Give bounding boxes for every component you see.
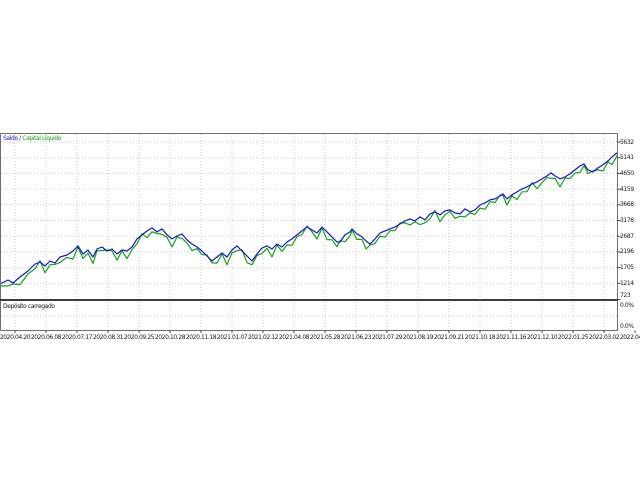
x-tick-label: 2022.03.02 [588,334,620,341]
x-tick-label: 2022.01.25 [557,334,589,341]
series-balance-line [0,152,618,285]
x-tick-label: 2021.02.12 [247,334,279,341]
y-tick-label: 2687 [620,232,634,240]
legend-equity-label: Capital Líquido [22,135,62,142]
y-axis-base-label: 723 [620,292,631,299]
load-scale-top-label: 0.0% [620,302,634,309]
x-tick-label: 2021.01.07 [216,334,248,341]
x-tick-label: 2021.11.16 [495,334,527,341]
y-tick-label: 5632 [620,138,634,146]
x-tick-label: 2022.04.28 [619,334,640,341]
y-tick-label: 1705 [620,264,634,272]
y-tick-label: 5141 [620,154,634,162]
legend-separator: / [19,135,21,142]
x-tick-label: 2021.09.21 [433,334,465,341]
tester-graph: Saldo / Capital Líquido Depósito carrega… [0,133,640,345]
deposit-line [0,299,618,301]
x-tick-label: 2020.10.28 [154,334,186,341]
deposit-load-legend: Depósito carregado [3,303,55,310]
x-tick-label: 2020.11.18 [185,334,217,341]
y-tick-label: 4159 [620,185,634,193]
series-equity-line [0,155,618,287]
x-tick-label: 2021.07.29 [371,334,403,341]
y-tick-label: 2196 [620,248,634,256]
x-tick-label: 2021.04.08 [278,334,310,341]
x-tick-label: 2020.07.17 [61,334,93,341]
equity-chart-plot[interactable] [0,133,640,345]
x-tick-label: 2020.06.08 [30,334,62,341]
chart-legend: Saldo / Capital Líquido [3,135,61,142]
x-tick-label: 2021.05.28 [309,334,341,341]
legend-balance-label: Saldo [3,135,18,142]
x-tick-label: 2021.12.10 [526,334,558,341]
x-tick-label: 2021.08.19 [402,334,434,341]
x-tick-label: 2020.09.25 [123,334,155,341]
y-tick-label: 1214 [620,279,634,287]
x-tick-label: 2021.06.23 [340,334,372,341]
x-tick-label: 2021.10.18 [464,334,496,341]
x-tick-label: 2020.08.31 [92,334,124,341]
load-scale-bottom-label: 0.0% [620,323,634,330]
y-tick-label: 3178 [620,216,634,224]
y-tick-label: 4650 [620,169,634,177]
y-tick-label: 3668 [620,201,634,209]
x-tick-label: 2020.04.20 [0,334,31,341]
